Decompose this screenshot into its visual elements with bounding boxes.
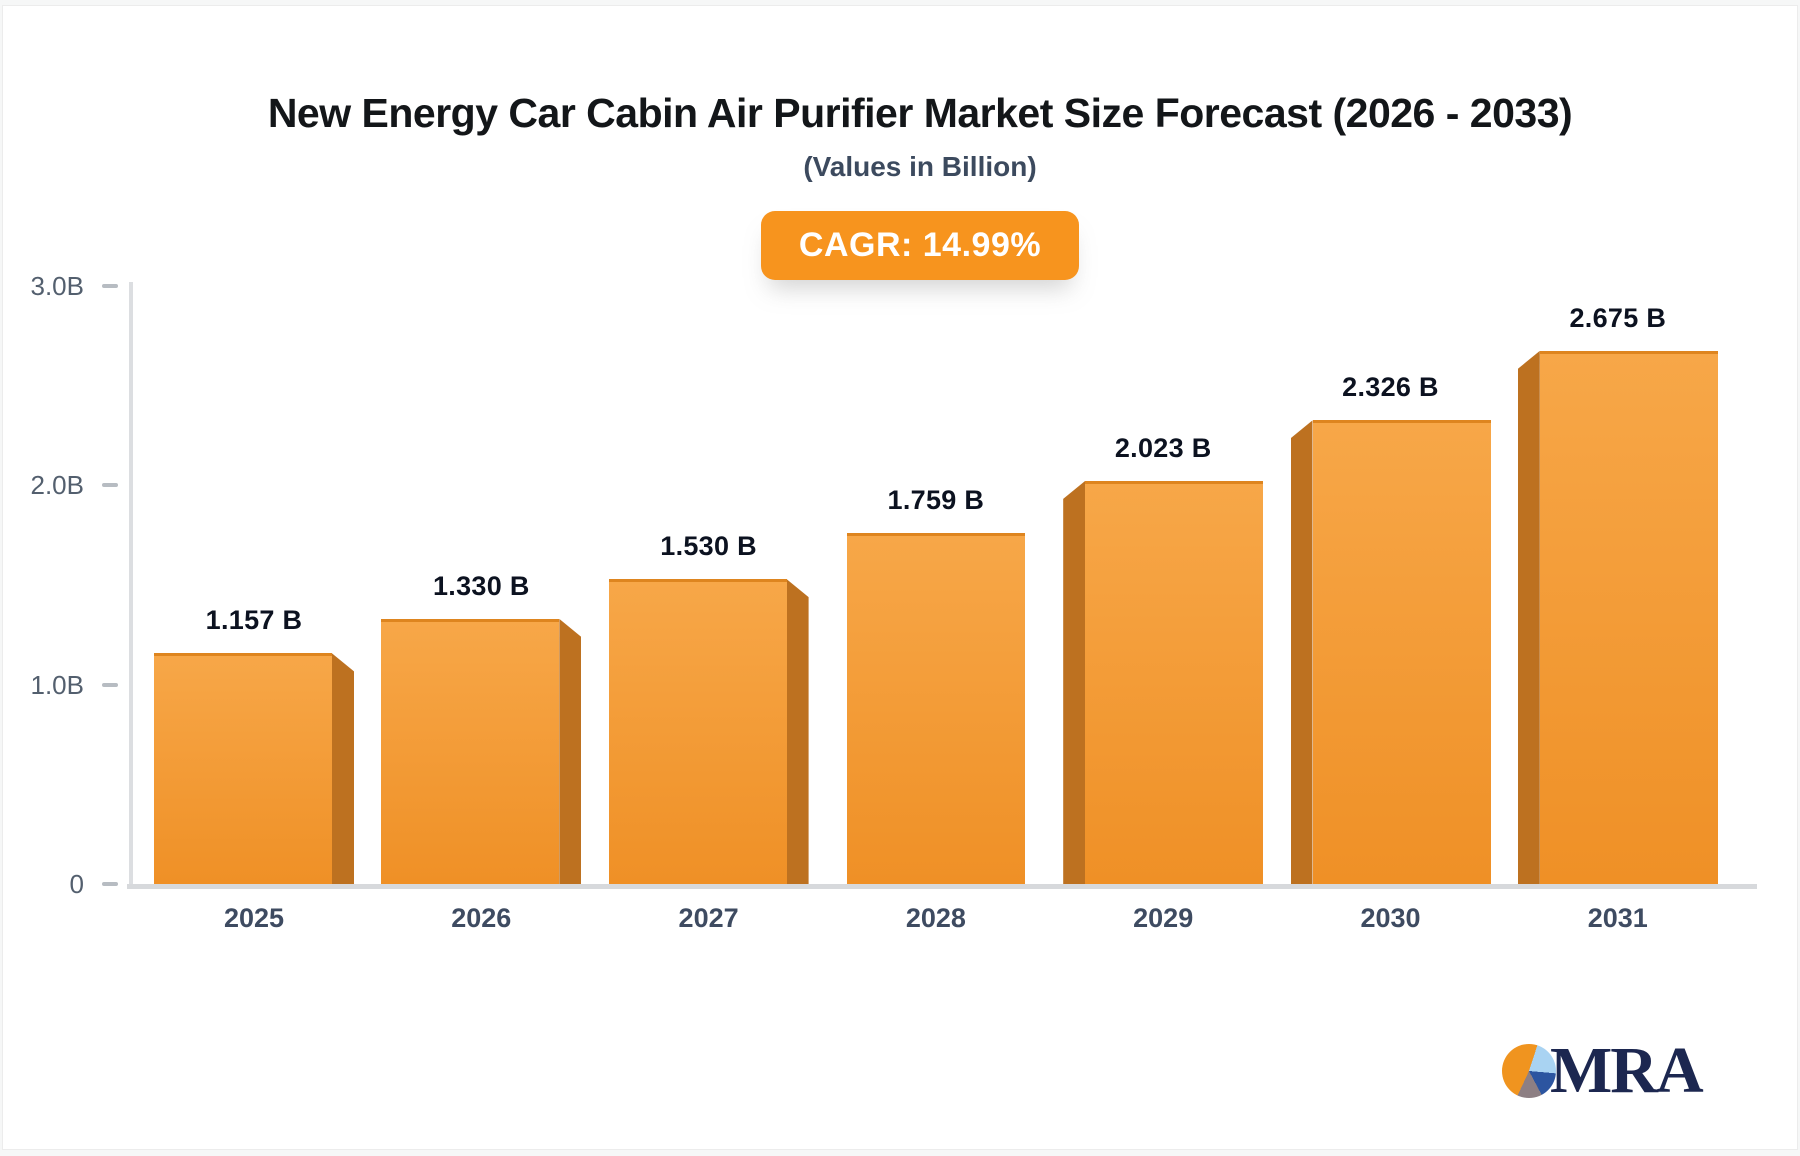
y-tick-mark: [102, 682, 118, 687]
y-tick-label: 0: [69, 869, 84, 899]
y-tick-label: 3.0B: [30, 271, 85, 302]
bar-value-label: 1.330 B: [432, 570, 530, 601]
logo-text: MRA: [1550, 1034, 1704, 1107]
x-tick-label: 2027: [678, 903, 739, 933]
x-tick-label: 2030: [1360, 903, 1421, 933]
bar-side-2027: [786, 579, 809, 884]
x-tick-label: 2026: [451, 903, 512, 933]
cagr-badge: CAGR: 14.99%: [760, 211, 1080, 281]
y-axis-line: [129, 282, 133, 884]
chart-subtitle: (Values in Billion): [803, 151, 1037, 183]
bar-value-label: 1.157 B: [205, 605, 303, 636]
bar-2030: [1312, 420, 1491, 884]
y-tick-mark: [102, 284, 118, 289]
x-axis-line: [127, 884, 1757, 889]
x-tick-label: 2028: [905, 903, 966, 933]
bar-2028: [846, 533, 1025, 884]
bar-2031: [1539, 350, 1718, 884]
bar-side-2025: [332, 653, 354, 884]
bar-value-label: 2.326 B: [1342, 372, 1439, 403]
bar-2025: [154, 653, 332, 884]
y-tick-label: 2.0B: [30, 470, 85, 501]
bar-side-2030: [1290, 420, 1313, 884]
bar-side-2029: [1063, 480, 1086, 884]
mra-logo: MRA: [1502, 1034, 1704, 1107]
bar-2027: [608, 579, 787, 884]
bar-side-2026: [559, 618, 582, 884]
y-tick-mark: [102, 483, 118, 488]
bar-2026: [381, 618, 560, 884]
bar-value-label: 2.023 B: [1114, 432, 1212, 463]
bar-side-2031: [1517, 350, 1540, 884]
y-tick-mark: [102, 882, 118, 886]
y-tick-label: 1.0B: [30, 669, 85, 700]
chart-header: New Energy Car Cabin Air Purifier Market…: [40, 90, 1800, 281]
bar-value-label: 1.530 B: [660, 531, 757, 562]
x-tick-label: 2031: [1587, 903, 1648, 933]
pie-chart-icon: [1502, 1044, 1556, 1098]
bar-value-label: 1.759 B: [887, 485, 985, 516]
chart-title: New Energy Car Cabin Air Purifier Market…: [267, 90, 1573, 136]
x-tick-label: 2025: [223, 903, 285, 933]
x-tick-label: 2029: [1133, 903, 1194, 933]
bar-2029: [1085, 480, 1264, 884]
bar-value-label: 2.675 B: [1569, 302, 1667, 333]
